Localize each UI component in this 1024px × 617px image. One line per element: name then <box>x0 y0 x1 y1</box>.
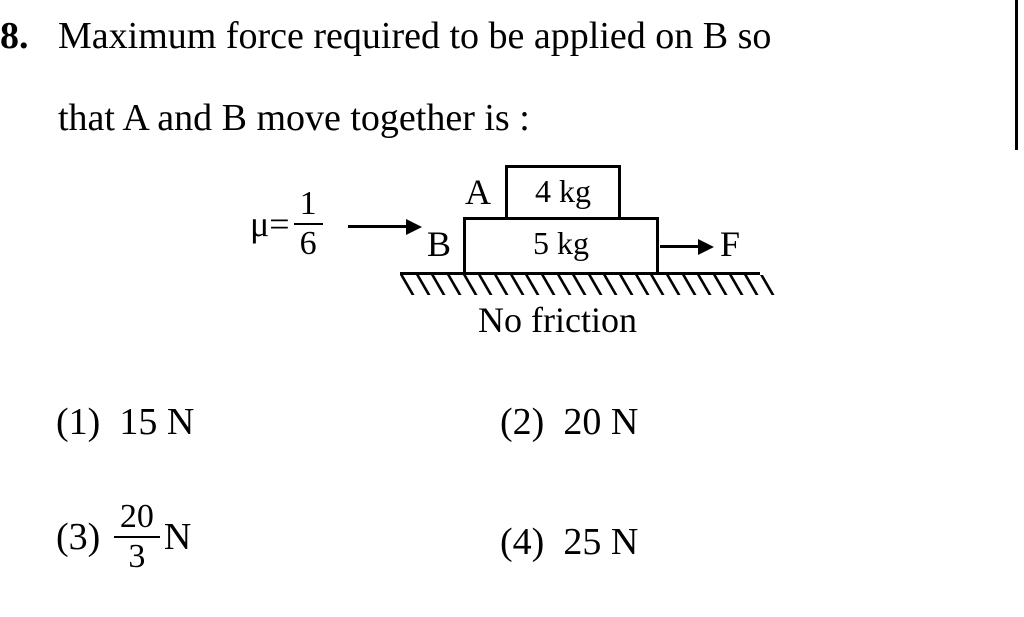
option-1-text: 15 N <box>119 401 194 443</box>
block-b: 5 kg <box>463 217 659 275</box>
option-3-fraction: 20 3 <box>114 500 160 574</box>
block-b-label: B <box>427 223 451 265</box>
block-a-label: A <box>465 171 491 213</box>
question-number: 8. <box>0 14 29 58</box>
option-4-marker: (4) <box>500 521 544 563</box>
option-3-denominator: 3 <box>114 540 160 574</box>
option-3-unit: N <box>164 515 191 559</box>
option-3-numerator: 20 <box>114 500 160 534</box>
option-4: (4) 25 N <box>500 520 638 564</box>
question-line-2: that A and B move together is : <box>58 96 530 140</box>
mu-fraction: 1 6 <box>294 187 323 261</box>
ground <box>400 272 760 298</box>
option-3-marker: (3) <box>56 515 100 559</box>
mu-numerator: 1 <box>294 187 323 221</box>
option-2: (2) 20 N <box>500 400 638 444</box>
option-2-text: 20 N <box>563 401 638 443</box>
option-1: (1) 15 N <box>56 400 194 444</box>
option-2-marker: (2) <box>500 401 544 443</box>
page: 8. Maximum force required to be applied … <box>0 0 1024 617</box>
right-margin-rule <box>1015 0 1018 150</box>
no-friction-caption: No friction <box>478 299 637 341</box>
option-3: (3) 20 3 N <box>56 500 191 574</box>
block-a: 4 kg <box>505 165 621 223</box>
mu-coefficient: μ= 1 6 <box>250 187 323 261</box>
mu-denominator: 6 <box>294 227 323 261</box>
force-label: F <box>720 223 740 265</box>
diagram: μ= 1 6 A 4 kg B 5 kg F No friction <box>250 165 810 345</box>
ground-line <box>400 272 760 275</box>
mu-symbol: μ= <box>250 203 290 245</box>
question-line-1: Maximum force required to be applied on … <box>58 14 771 58</box>
option-1-marker: (1) <box>56 401 100 443</box>
option-4-text: 25 N <box>563 521 638 563</box>
